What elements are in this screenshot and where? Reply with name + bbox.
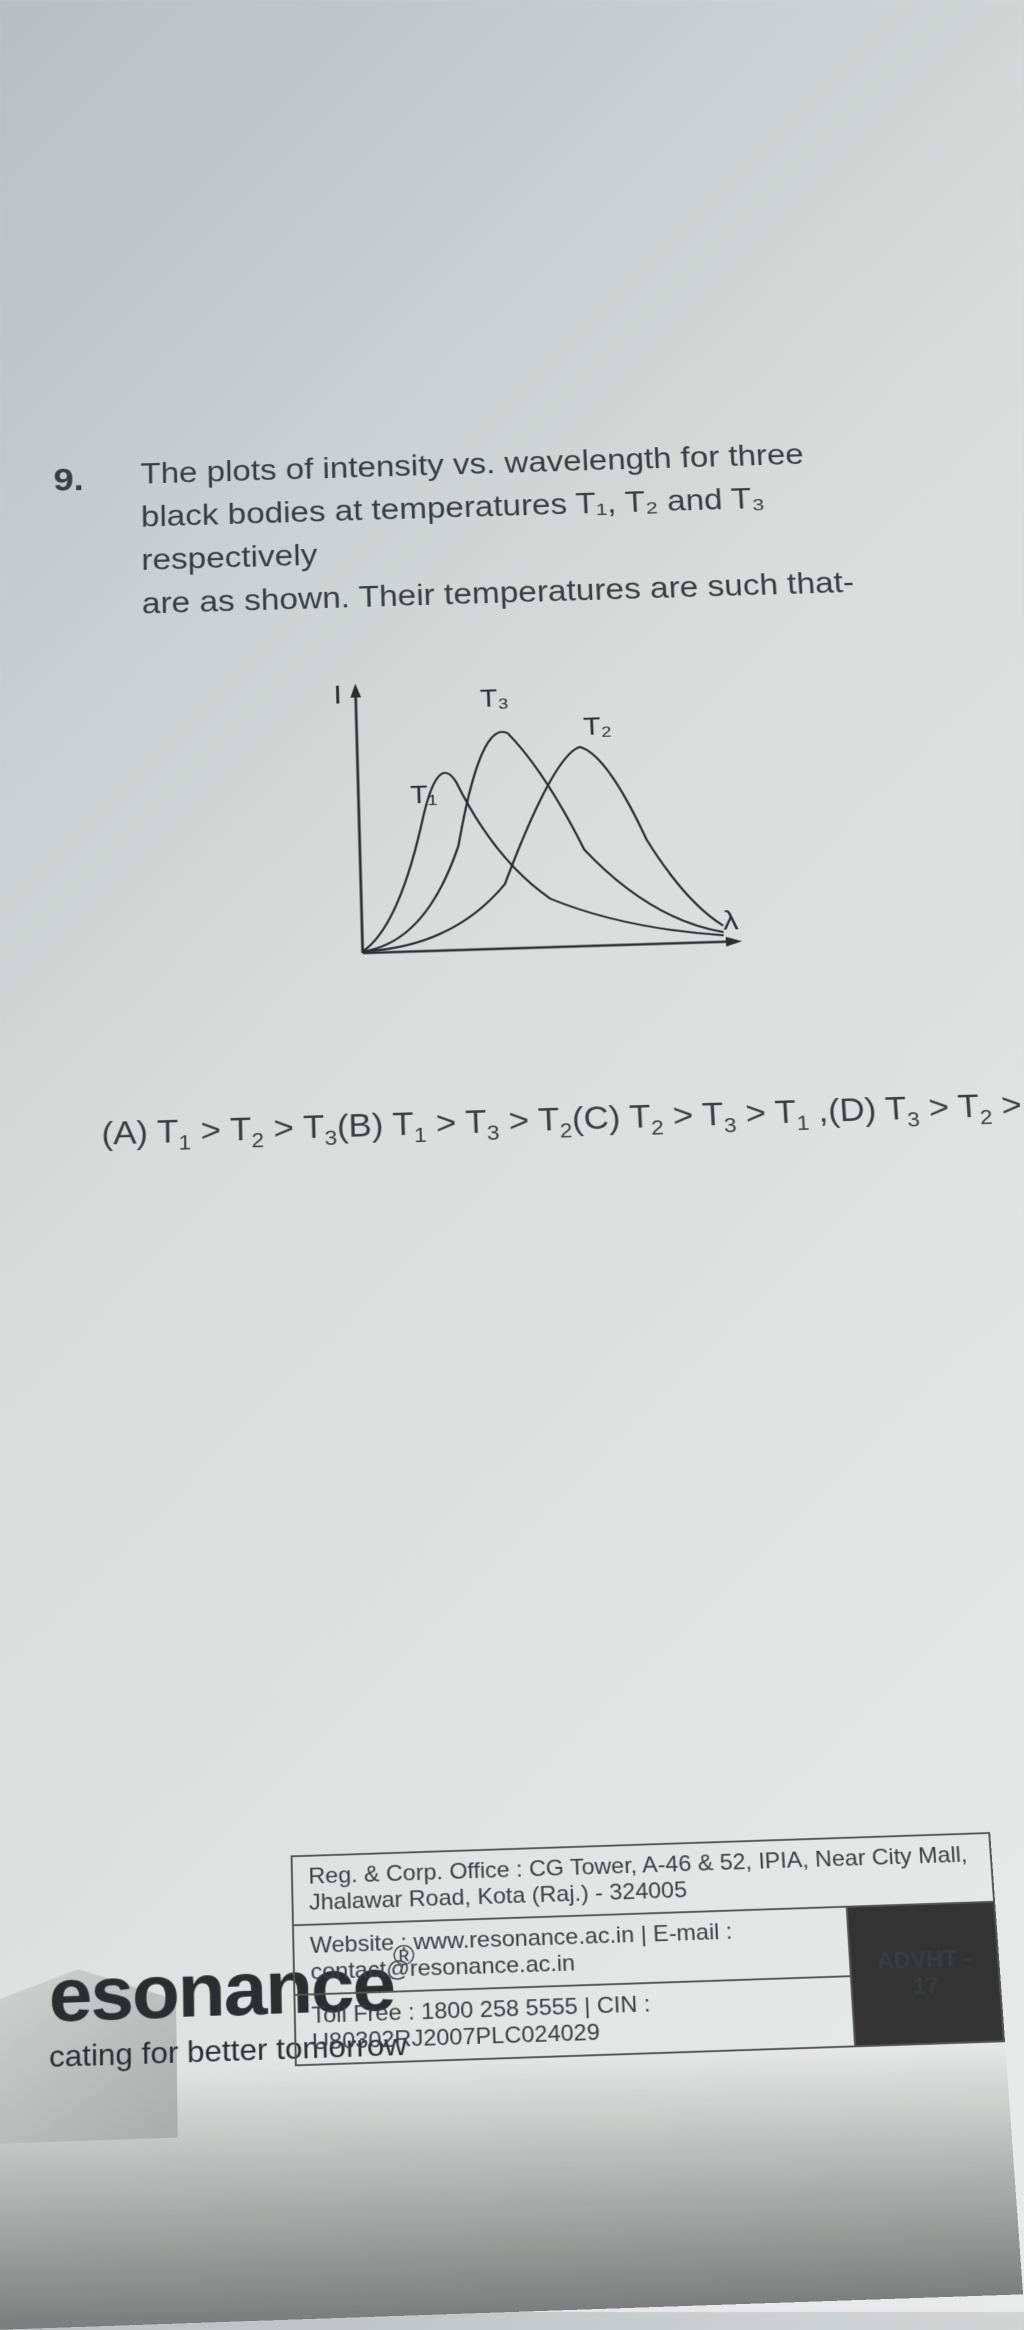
question-line1: The plots of intensity vs. wavelength fo… <box>140 439 804 577</box>
y-axis-label: I <box>333 680 342 710</box>
option-c: (C) T2 > T3 > T1 , <box>571 1094 829 1142</box>
question-text: The plots of intensity vs. wavelength fo… <box>140 432 876 627</box>
option-d: (D) T3 > T2 > T1 <box>827 1087 1024 1135</box>
label-t1: T₁ <box>410 780 438 809</box>
footer: esonance® cating for better tomorrow Reg… <box>0 1726 1023 2330</box>
options-row: (A) T1 > T2 > T3 (B) T1 > T3 > T2 (C) T2… <box>101 1091 921 1157</box>
label-t2: T₂ <box>583 712 613 741</box>
question-block: 9. The plots of intensity vs. wavelength… <box>53 432 876 629</box>
option-b: (B) T1 > T3 > T2 <box>336 1102 573 1150</box>
option-a: (A) T1 > T2 > T3 <box>101 1110 337 1158</box>
question-line2: are as shown. Their temperatures are suc… <box>142 567 855 621</box>
label-t3: T₃ <box>479 684 509 713</box>
intensity-graph: I λ T₁ T₃ T₂ <box>302 656 763 1003</box>
question-number: 9. <box>53 455 84 503</box>
x-axis-label: λ <box>722 905 739 936</box>
curve-t3 <box>357 725 724 951</box>
doc-code-badge: ADVHT - 17 <box>847 1902 1004 2047</box>
page-container: 9. The plots of intensity vs. wavelength… <box>0 328 1023 2330</box>
footer-info-table: Reg. & Corp. Office : CG Tower, A-46 & 5… <box>291 1832 1006 2066</box>
